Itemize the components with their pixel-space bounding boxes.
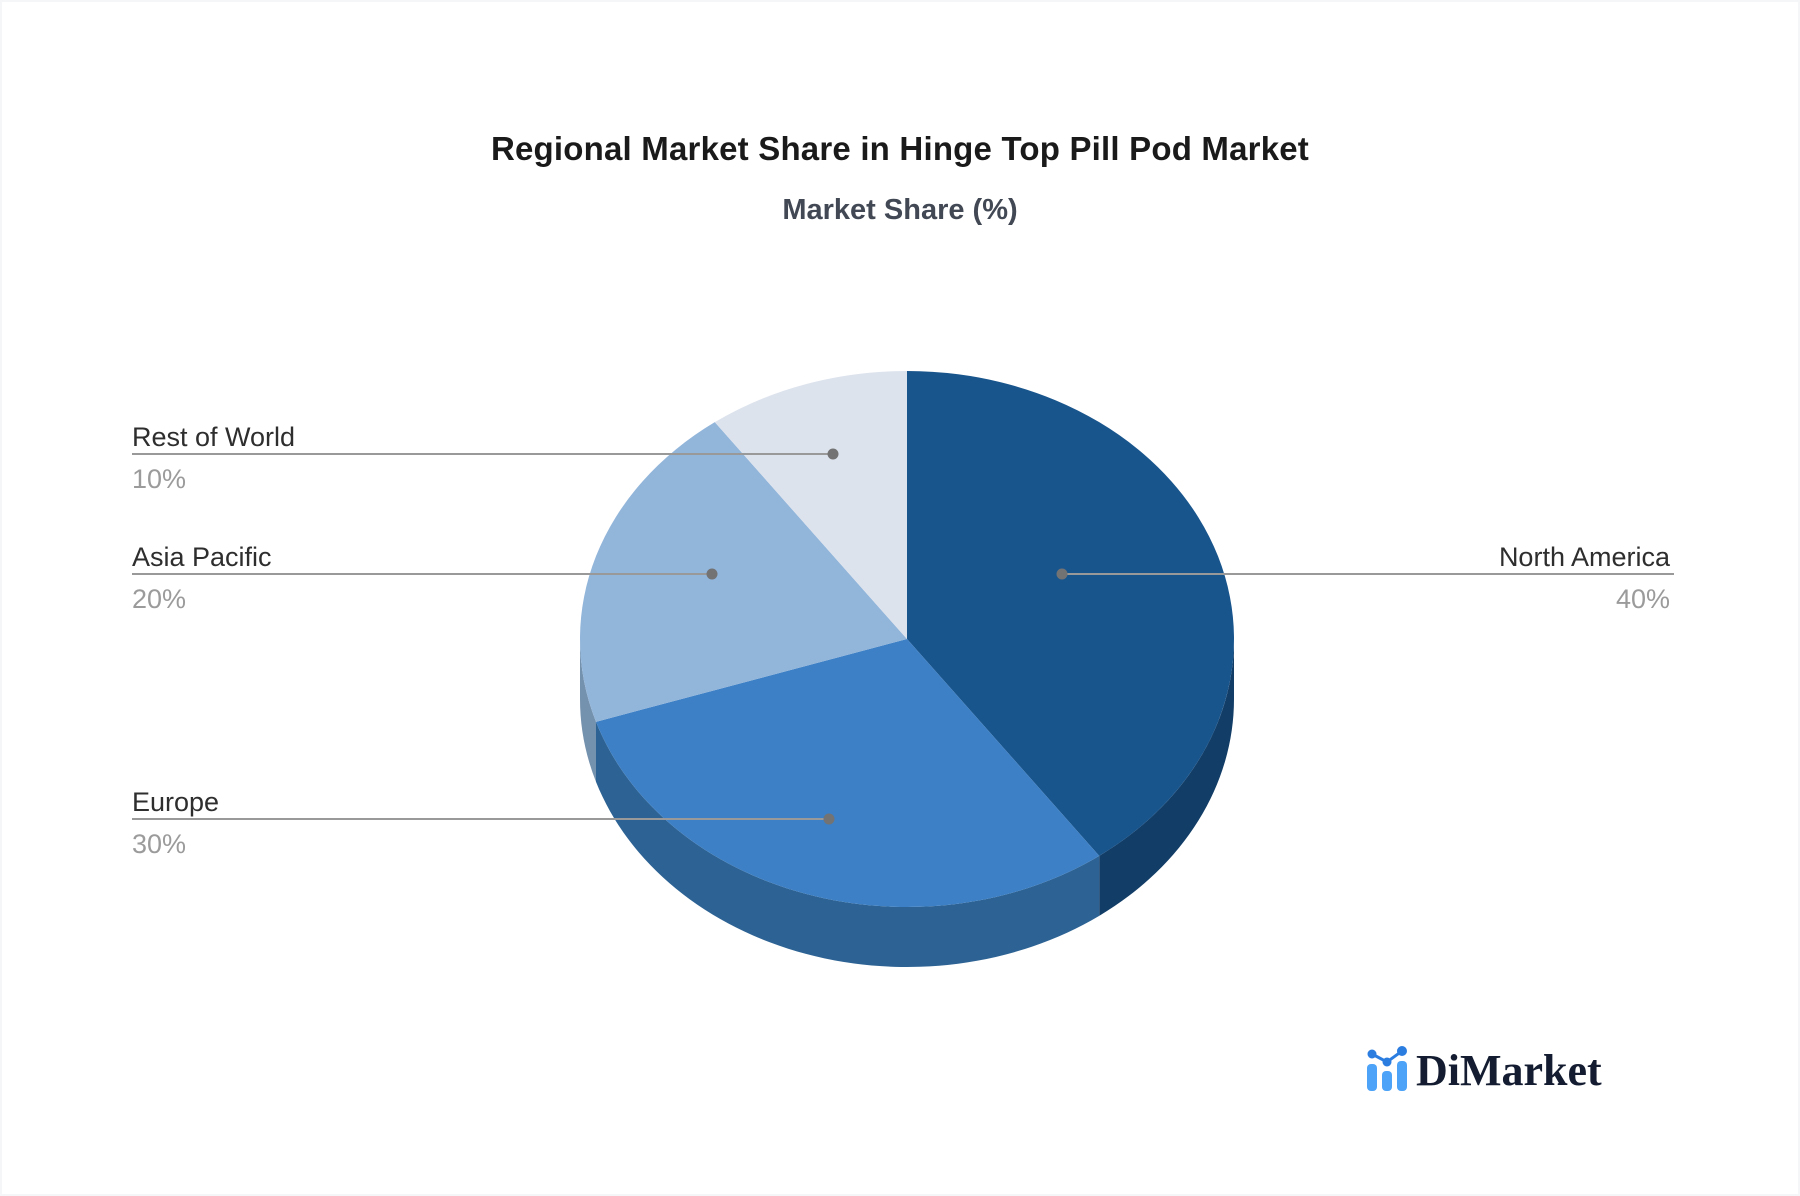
pie-slice-north-america (907, 371, 1234, 856)
logo-text: DiMarket (1416, 1046, 1602, 1095)
pie-side-europe (596, 721, 1100, 967)
bar-line-chart-icon (1367, 1046, 1407, 1091)
callout-value-rest-of-world: 10% (132, 464, 187, 494)
dimarket-logo: DiMarket (1364, 1044, 1602, 1094)
pie-slice-rest-of-world (714, 371, 907, 639)
pie-slice-europe (596, 639, 1100, 907)
callout-value-asia-pacific: 20% (132, 584, 187, 614)
pie-side-north-america (1099, 639, 1234, 916)
chart-title: Regional Market Share in Hinge Top Pill … (490, 130, 1310, 167)
callout-label-north-america: North America (1498, 542, 1670, 572)
chart-subtitle: Market Share (%) (782, 194, 1018, 226)
callout-value-europe: 30% (132, 829, 187, 859)
callout-label-rest-of-world: Rest of World (132, 422, 296, 452)
leader-dot-north-america (1056, 568, 1068, 580)
leader-dot-europe (823, 813, 835, 825)
leader-dot-asia-pacific (706, 568, 718, 580)
leader-dot-rest-of-world (827, 448, 839, 460)
pie-side-asia-pacific (580, 639, 597, 782)
callout-value-north-america: 40% (1615, 584, 1670, 614)
callout-label-asia-pacific: Asia Pacific (132, 542, 272, 572)
pie-slice-asia-pacific (580, 422, 907, 722)
callout-label-europe: Europe (132, 787, 220, 817)
